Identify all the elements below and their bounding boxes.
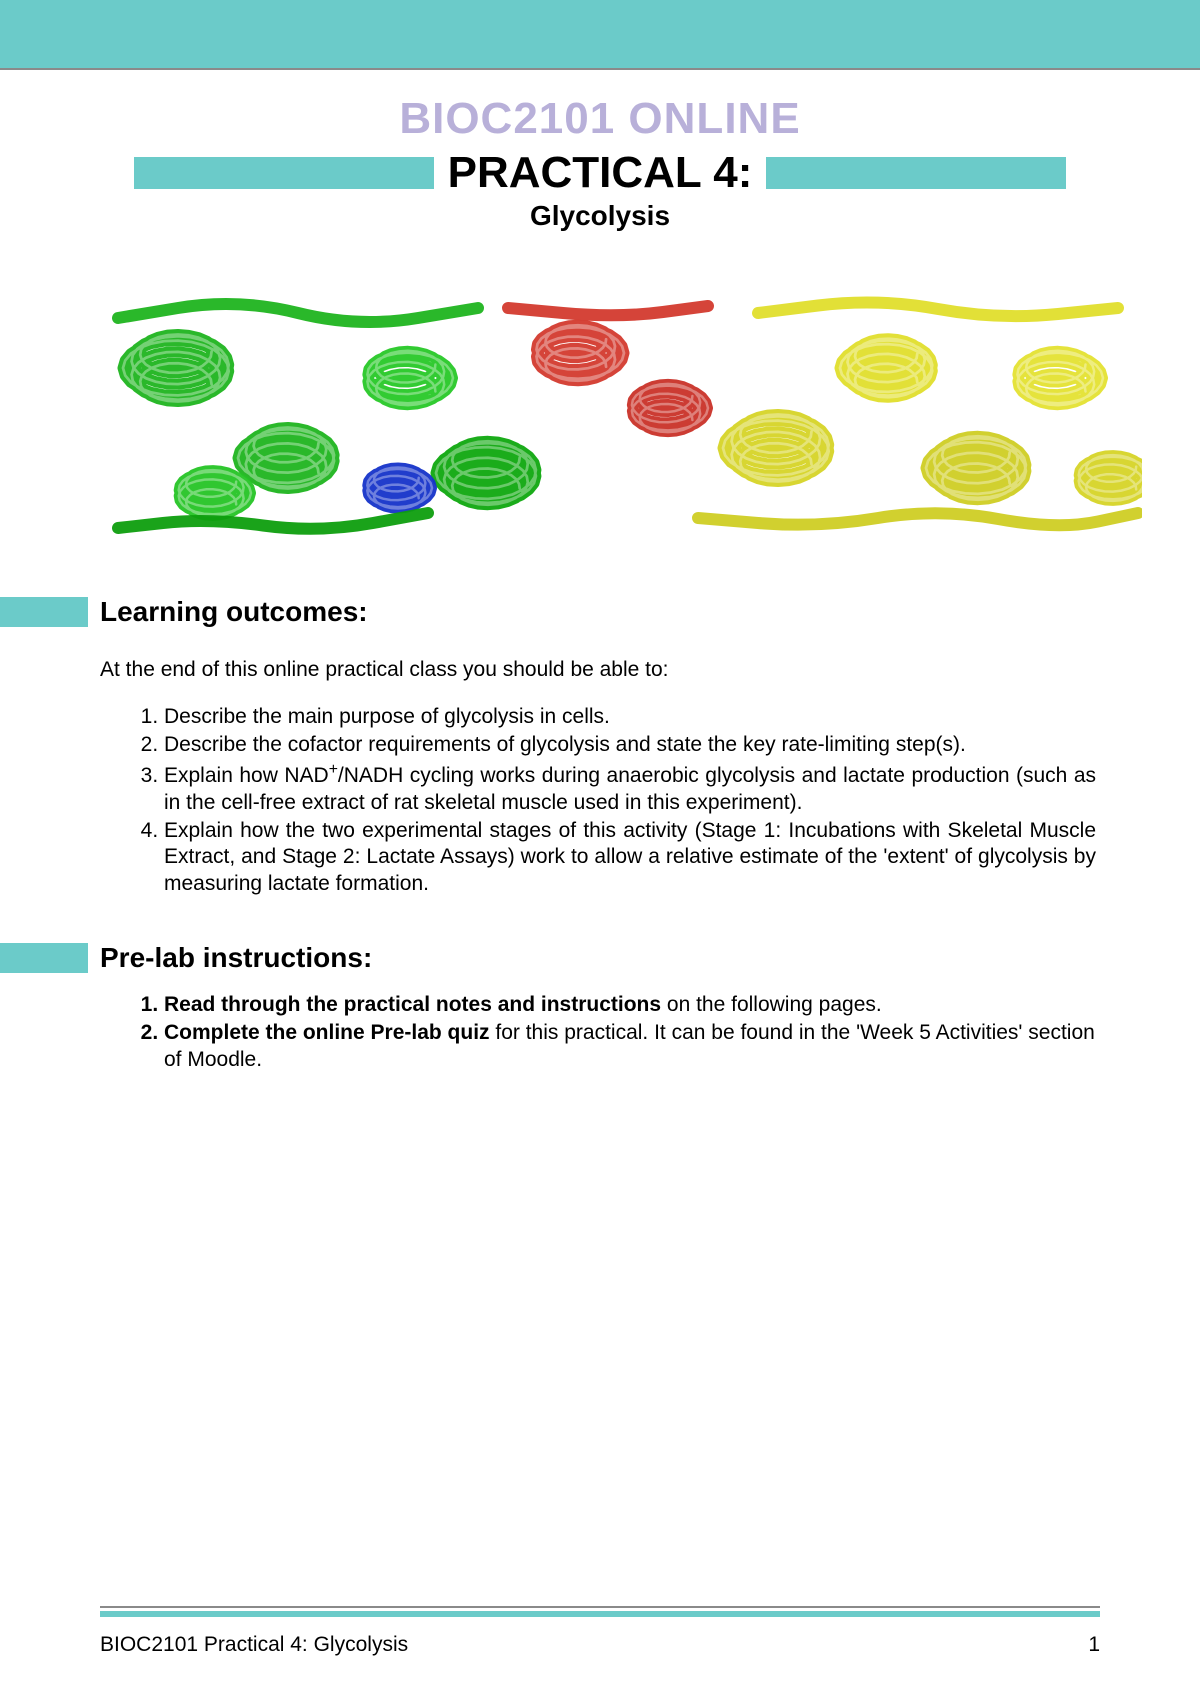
learning-outcome-item: Describe the cofactor requirements of gl… — [164, 732, 1100, 759]
learning-outcomes-section: Learning outcomes: At the end of this on… — [0, 596, 1200, 898]
practical-subtitle: Glycolysis — [0, 200, 1200, 232]
footer-rule-gray — [100, 1606, 1100, 1608]
protein-ribbon-diagram — [58, 258, 1142, 558]
section-heading-row: Pre-lab instructions: — [0, 942, 1100, 974]
accent-bar — [0, 597, 88, 627]
learning-outcome-item: Describe the main purpose of glycolysis … — [164, 704, 1100, 731]
accent-bar — [0, 943, 88, 973]
practical-title-row: PRACTICAL 4: — [0, 148, 1200, 198]
prelab-item: Read through the practical notes and ins… — [164, 992, 1100, 1019]
header: BIOC2101 ONLINE PRACTICAL 4: Glycolysis — [0, 70, 1200, 240]
footer-rule-accent — [100, 1611, 1100, 1617]
accent-bar-left — [134, 157, 434, 189]
top-banner — [0, 0, 1200, 70]
hero-image-wrap — [0, 240, 1200, 558]
learning-outcomes-list: Describe the main purpose of glycolysis … — [164, 704, 1100, 898]
prelab-heading: Pre-lab instructions: — [100, 942, 372, 974]
learning-outcome-item: Explain how the two experimental stages … — [164, 818, 1100, 899]
learning-outcome-item: Explain how NAD+/NADH cycling works duri… — [164, 760, 1100, 817]
footer-left: BIOC2101 Practical 4: Glycolysis — [100, 1633, 408, 1657]
accent-bar-right — [766, 157, 1066, 189]
footer-row: BIOC2101 Practical 4: Glycolysis 1 — [100, 1633, 1100, 1657]
learning-intro: At the end of this online practical clas… — [100, 658, 1100, 682]
prelab-section: Pre-lab instructions: Read through the p… — [0, 942, 1200, 1074]
learning-outcomes-heading: Learning outcomes: — [100, 596, 368, 628]
prelab-list: Read through the practical notes and ins… — [164, 992, 1100, 1074]
page-footer: BIOC2101 Practical 4: Glycolysis 1 — [0, 1606, 1200, 1657]
section-heading-row: Learning outcomes: — [0, 596, 1100, 628]
prelab-item: Complete the online Pre-lab quiz for thi… — [164, 1020, 1100, 1074]
practical-title: PRACTICAL 4: — [448, 148, 753, 198]
course-title: BIOC2101 ONLINE — [0, 94, 1200, 144]
footer-page-number: 1 — [1088, 1633, 1100, 1657]
